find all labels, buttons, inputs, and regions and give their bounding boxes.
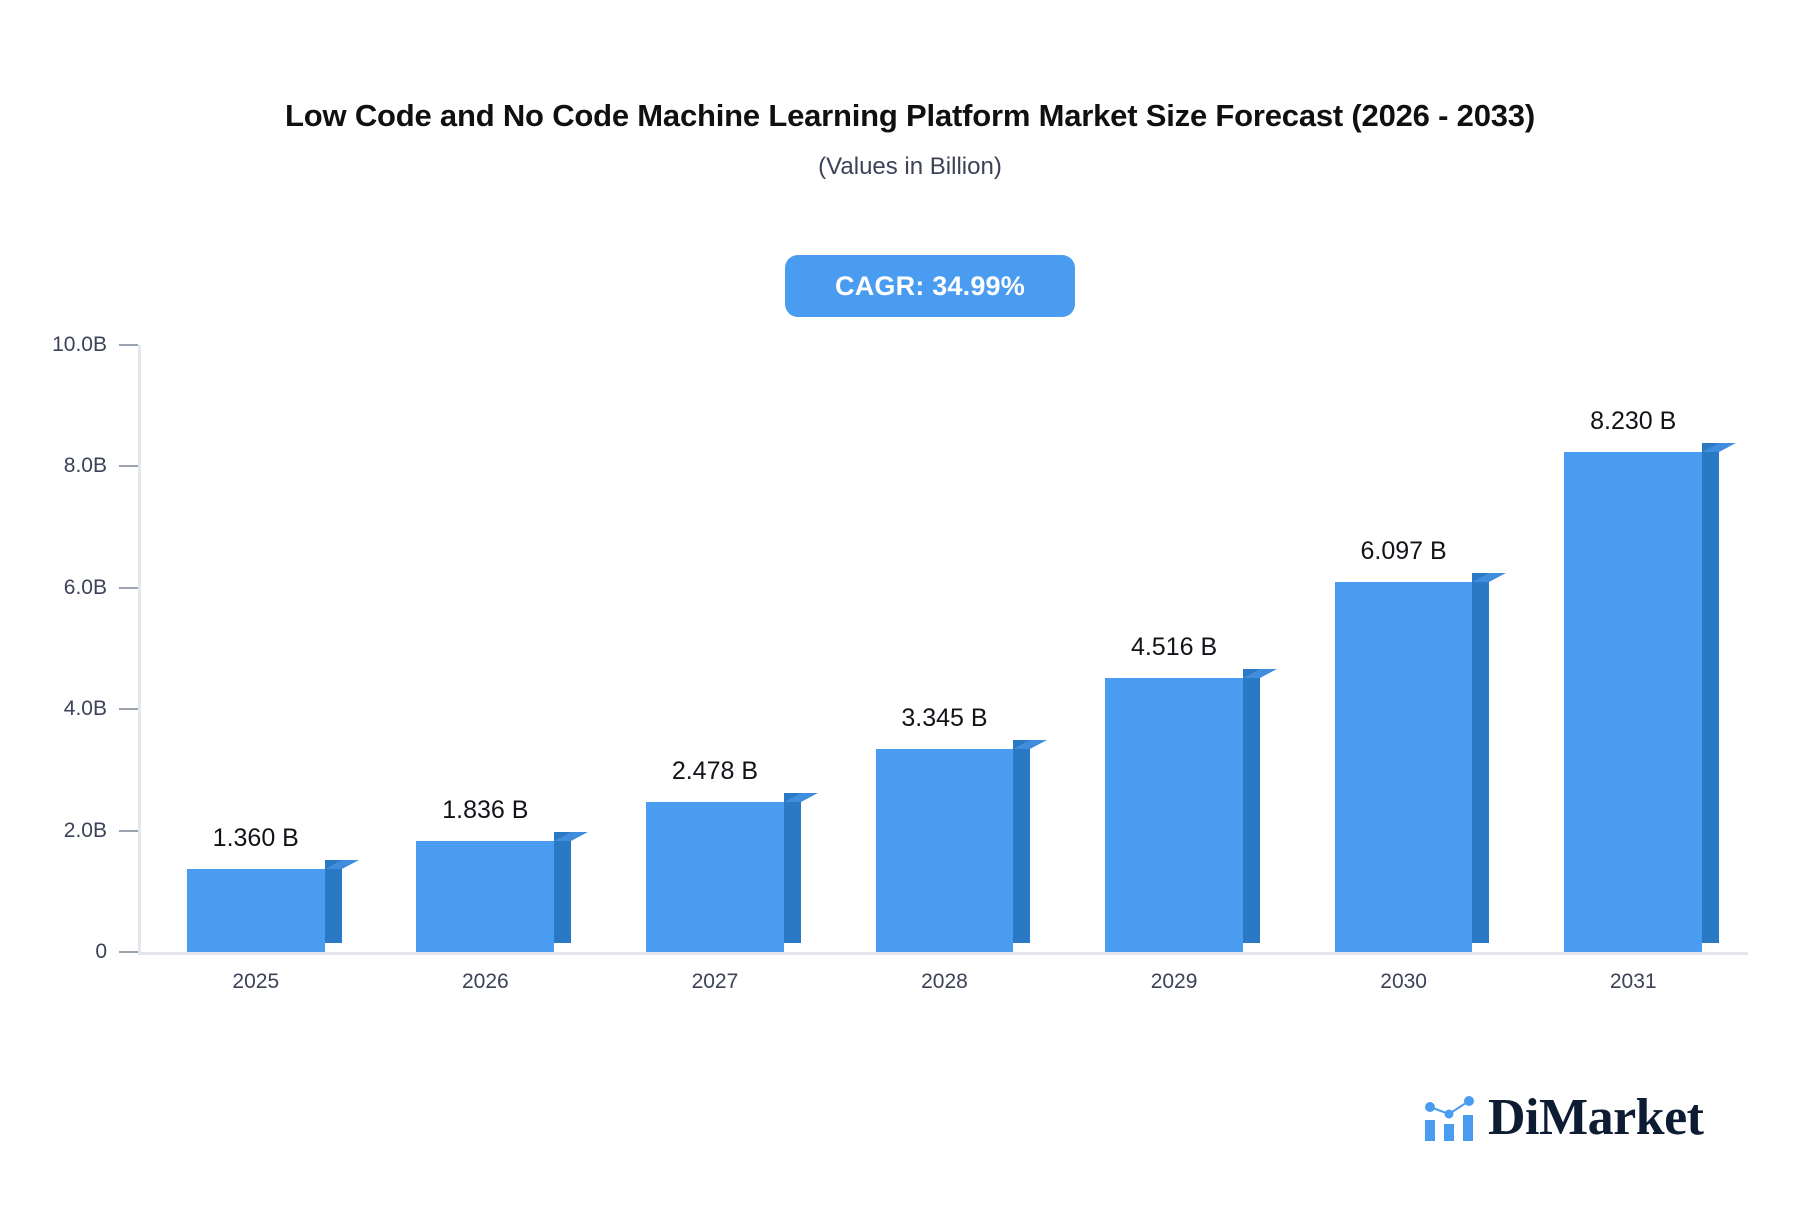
y-axis-tick-label: 0: [95, 940, 107, 963]
x-axis-line: [138, 952, 1748, 955]
plot-area: 1.360 B 2025 1.836 B 2026 2.478 B 2027 3.345 B…: [52, 333, 1748, 993]
chart-subtitle: (Values in Billion): [818, 152, 1002, 180]
bar-value-label: 1.836 B: [442, 795, 529, 824]
bar[interactable]: 2.478 B: [646, 757, 818, 952]
bar[interactable]: 1.836 B: [416, 796, 589, 952]
bar-face: [416, 840, 555, 952]
dimarket-logo: DiMarket: [1424, 1089, 1704, 1146]
bar[interactable]: 8.230 B: [1564, 407, 1736, 952]
y-axis-tick: 6.0B: [64, 576, 138, 600]
bar-value-label: 3.345 B: [901, 703, 988, 732]
y-axis-tick-label: 2.0B: [63, 818, 107, 842]
bar-group: 2.478 B 2027: [600, 345, 830, 993]
y-axis-tick-label: 8.0B: [63, 454, 107, 478]
bar-side: [324, 860, 342, 943]
y-axis-tick-mark: [119, 344, 138, 346]
bar-face: [875, 748, 1014, 952]
bar-face: [1564, 452, 1703, 952]
y-axis-tick: 2.0B: [64, 819, 138, 843]
bars-layer: 1.360 B 2025 1.836 B 2026 2.478 B 2027 3.345 B…: [141, 345, 1748, 993]
y-axis-tick-label: 6.0B: [63, 575, 107, 599]
bar-side: [1013, 739, 1031, 943]
x-axis-tick-label: 2027: [691, 970, 739, 993]
bar[interactable]: 4.516 B: [1105, 633, 1277, 952]
x-axis-tick-label: 2025: [232, 970, 280, 993]
bar-group: 3.345 B 2028: [830, 345, 1060, 993]
bar-group: 6.097 B 2030: [1289, 345, 1519, 993]
bar-group: 1.836 B 2026: [371, 345, 601, 993]
y-axis-line: [138, 345, 141, 955]
bar[interactable]: 6.097 B: [1334, 537, 1507, 952]
bar-value-label: 4.516 B: [1130, 632, 1218, 661]
logo-text: DiMarket: [1488, 1089, 1704, 1146]
x-axis-tick-label: 2031: [1609, 970, 1657, 993]
y-axis-tick-mark: [119, 829, 138, 832]
bar-face: [1334, 581, 1473, 952]
y-axis-tick: 8.0B: [64, 454, 138, 478]
bar-value-label: 1.360 B: [212, 824, 299, 853]
bar-side: [554, 831, 572, 943]
bar-value-label: 8.230 B: [1590, 407, 1677, 436]
bar-side: [783, 792, 801, 943]
x-axis-tick-label: 2026: [461, 970, 509, 993]
bar-group: 4.516 B 2029: [1059, 345, 1289, 993]
y-axis-tick: 10.0B: [52, 333, 138, 357]
cagr-badge-label: CAGR: 34.99%: [835, 270, 1025, 301]
bar[interactable]: 1.360 B: [186, 824, 359, 952]
y-axis-tick-mark: [119, 465, 138, 468]
bar[interactable]: 3.345 B: [875, 704, 1048, 952]
x-axis-tick-label: 2028: [921, 970, 968, 993]
bar-value-label: 2.478 B: [671, 756, 758, 785]
page-title: Low Code and No Code Machine Learning Pl…: [285, 98, 1535, 133]
y-axis-tick-mark: [119, 708, 138, 711]
bar-chart-logo-icon: [1424, 1094, 1476, 1142]
bar-side: [1472, 572, 1490, 943]
bar-side: [1242, 668, 1260, 943]
title-block: Low Code and No Code Machine Learning Pl…: [110, 96, 1710, 181]
y-axis-tick-mark: [119, 586, 138, 589]
bar-face: [1105, 677, 1243, 952]
bar-group: 8.230 B 2031: [1518, 345, 1748, 993]
cagr-badge: CAGR: 34.99%: [785, 255, 1075, 317]
bar-group: 1.360 B 2025: [141, 345, 371, 993]
y-axis-tick-mark: [119, 951, 138, 953]
bar-value-label: 6.097 B: [1360, 536, 1447, 565]
x-axis-tick-label: 2029: [1150, 970, 1198, 993]
x-axis-tick-label: 2030: [1380, 970, 1427, 993]
y-axis-tick: 0: [95, 940, 138, 964]
bar-side: [1702, 443, 1720, 943]
y-axis-tick: 4.0B: [64, 697, 138, 721]
y-axis-tick-label: 10.0B: [52, 333, 107, 356]
y-axis-tick-label: 4.0B: [63, 697, 107, 721]
bar-face: [646, 801, 784, 952]
bar-face: [186, 869, 325, 952]
